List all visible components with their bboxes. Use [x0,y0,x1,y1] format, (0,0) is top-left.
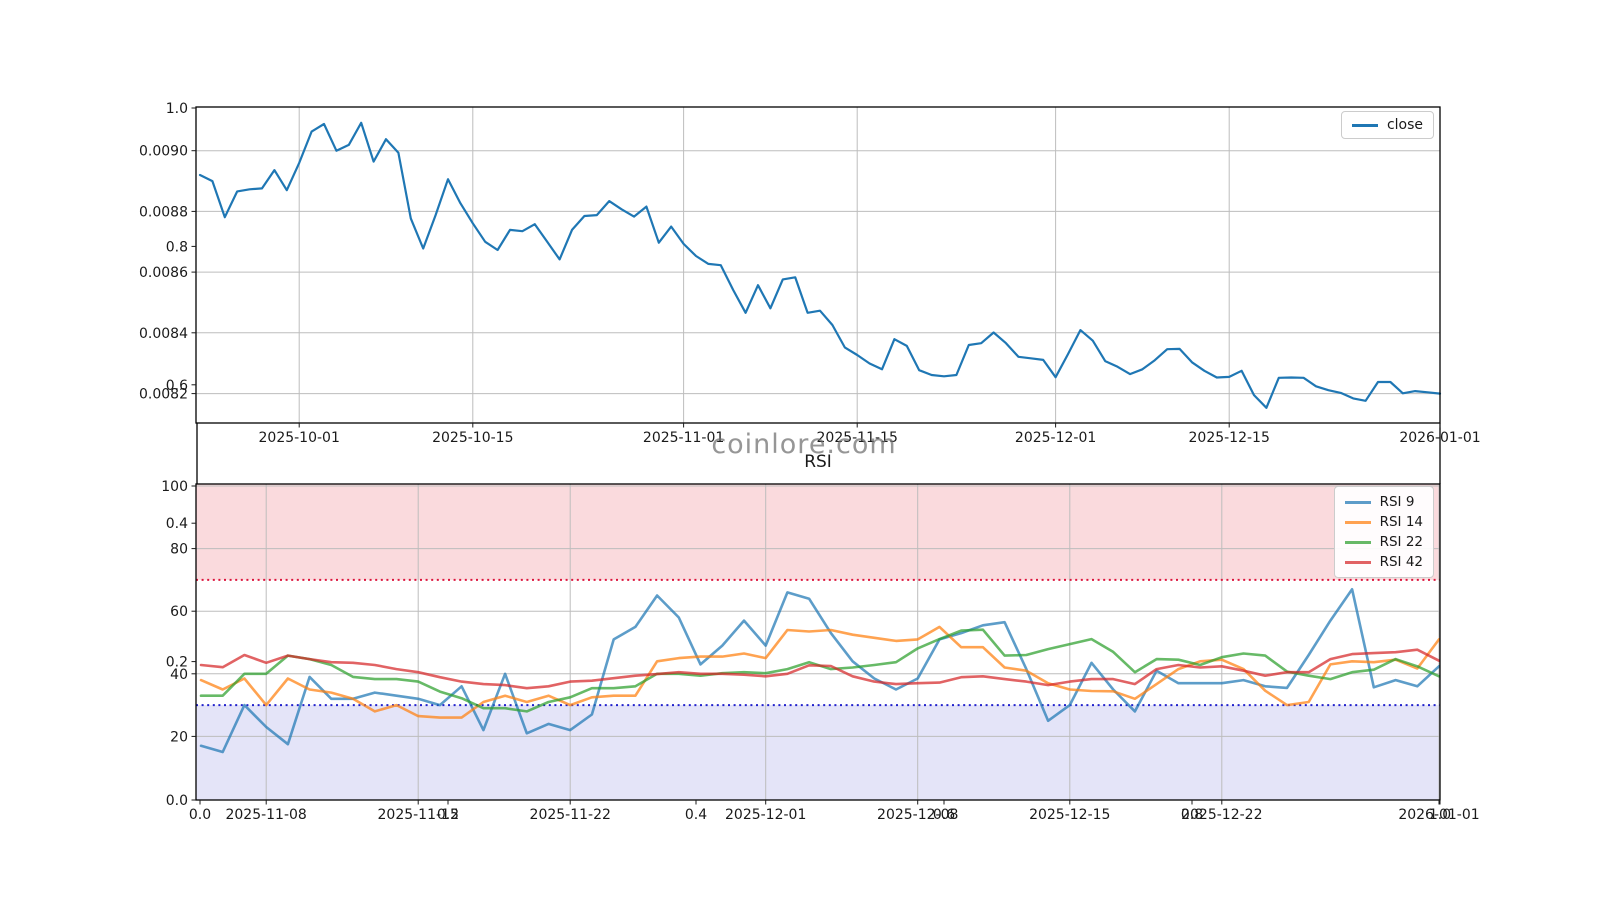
svg-text:2025-11-15: 2025-11-15 [378,807,459,823]
watermark: coinlore.com [711,429,897,460]
svg-text:1.0: 1.0 [166,101,188,117]
svg-text:100: 100 [161,479,188,495]
legend-label-rsi9: RSI 9 [1379,494,1415,510]
svg-text:0.4: 0.4 [685,807,707,823]
legend-label-rsi22: RSI 22 [1379,534,1423,550]
svg-text:0.0084: 0.0084 [139,326,188,342]
legend-label-rsi14: RSI 14 [1379,514,1423,530]
svg-text:0.0082: 0.0082 [139,387,188,403]
svg-text:0.4: 0.4 [166,516,188,532]
svg-text:0.2: 0.2 [166,655,188,671]
svg-text:0.8: 0.8 [1181,807,1203,823]
svg-text:1.0: 1.0 [1429,807,1451,823]
svg-text:0.0088: 0.0088 [139,204,188,220]
svg-text:80: 80 [170,542,188,558]
rsi9-line-swatch [1344,500,1371,504]
svg-text:0.2: 0.2 [437,807,459,823]
svg-text:60: 60 [170,604,188,620]
rsi22-line-swatch [1344,540,1371,544]
svg-text:2025-12-15: 2025-12-15 [1189,430,1270,446]
legend-label-close: close [1386,117,1423,133]
svg-text:0.6: 0.6 [933,807,955,823]
svg-text:0.8: 0.8 [166,239,188,255]
legend-label-rsi42: RSI 42 [1379,554,1423,570]
legend-rsi: RSI 9 RSI 14 RSI 22 RSI 42 [1333,486,1434,578]
svg-text:2025-11-15: 2025-11-15 [817,430,898,446]
svg-text:2025-10-01: 2025-10-01 [259,430,340,446]
legend-row-rsi9: RSI 9 [1344,493,1423,511]
svg-text:2025-12-15: 2025-12-15 [1029,807,1110,823]
legend-close: close [1340,111,1434,139]
svg-text:2025-11-08: 2025-11-08 [225,807,306,823]
svg-text:40: 40 [170,667,188,683]
svg-text:20: 20 [170,729,188,745]
legend-row-rsi14: RSI 14 [1344,513,1423,531]
svg-text:0.0090: 0.0090 [139,144,188,160]
svg-text:0.0086: 0.0086 [139,265,188,281]
svg-text:2025-12-01: 2025-12-01 [725,807,806,823]
close-line-swatch [1351,123,1378,127]
svg-text:2025-10-15: 2025-10-15 [432,430,513,446]
svg-text:2025-11-01: 2025-11-01 [643,430,724,446]
rsi14-line-swatch [1344,520,1371,524]
svg-text:2025-12-08: 2025-12-08 [877,807,958,823]
svg-text:0.0: 0.0 [189,807,211,823]
svg-text:2025-11-22: 2025-11-22 [530,807,611,823]
svg-text:0.0: 0.0 [166,793,188,809]
svg-text:2025-12-01: 2025-12-01 [1015,430,1096,446]
svg-text:2026-01-01: 2026-01-01 [1398,807,1479,823]
svg-text:2026-01-01: 2026-01-01 [1399,430,1480,446]
svg-text:2025-12-22: 2025-12-22 [1181,807,1262,823]
rsi-chart-title: RSI [804,452,832,472]
rsi42-line-swatch [1344,560,1371,564]
legend-row-rsi22: RSI 22 [1344,533,1423,551]
svg-text:0.6: 0.6 [166,378,188,394]
legend-row-rsi42: RSI 42 [1344,553,1423,571]
